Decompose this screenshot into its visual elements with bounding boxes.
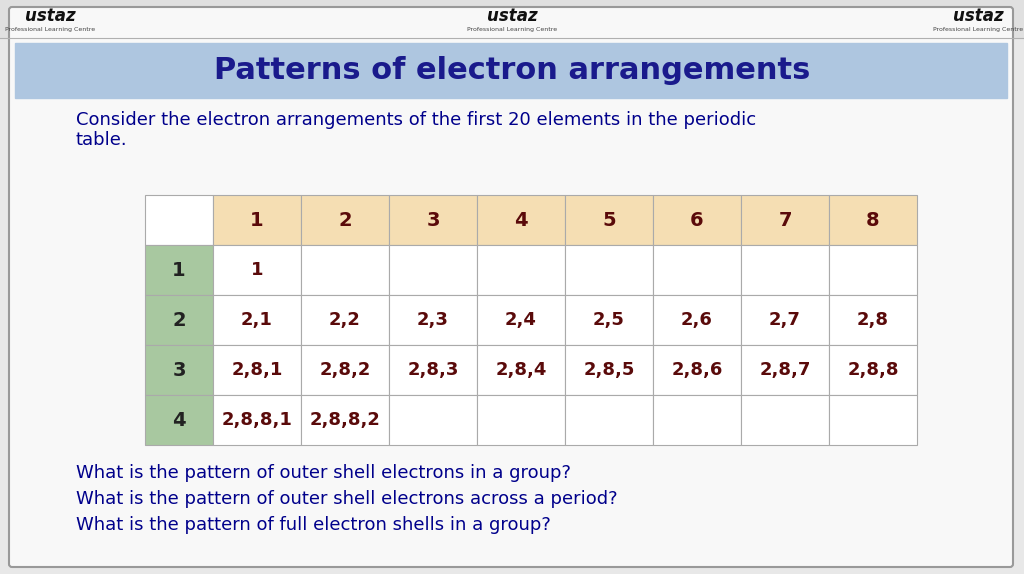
Bar [477,295,565,345]
Text: 2,1: 2,1 [241,311,273,329]
Text: Professional Learning Centre: Professional Learning Centre [933,28,1023,33]
Text: 8: 8 [866,211,880,230]
Text: 2,8: 2,8 [857,311,889,329]
Text: 2,3: 2,3 [417,311,449,329]
Bar [15,43,1007,98]
Bar [829,195,918,245]
Text: 2,6: 2,6 [681,311,713,329]
Text: ustaz: ustaz [25,7,76,25]
Text: 4: 4 [514,211,527,230]
Text: 2: 2 [338,211,352,230]
Bar [741,295,829,345]
Bar [741,345,829,395]
Text: 2,5: 2,5 [593,311,625,329]
Bar [213,345,301,395]
Bar [389,195,477,245]
Bar [145,345,213,395]
Bar [301,295,389,345]
Text: Patterns of electron arrangements: Patterns of electron arrangements [214,56,810,85]
Bar [213,395,301,445]
Bar [477,395,565,445]
Text: 2,8,7: 2,8,7 [760,361,811,379]
Bar [301,195,389,245]
Bar [301,245,389,295]
Text: 2,8,3: 2,8,3 [408,361,459,379]
Bar [741,195,829,245]
Bar [145,195,213,245]
Text: ustaz: ustaz [486,7,538,25]
Bar [389,345,477,395]
Text: 4: 4 [172,410,185,429]
Text: 1: 1 [250,211,264,230]
Text: 2,8,4: 2,8,4 [496,361,547,379]
Text: 2,8,6: 2,8,6 [672,361,723,379]
Text: ustaz: ustaz [952,7,1004,25]
Bar [145,295,213,345]
Text: 2,2: 2,2 [329,311,360,329]
Text: 2,8,8,2: 2,8,8,2 [309,411,381,429]
Bar [389,395,477,445]
Bar [301,395,389,445]
Bar [829,395,918,445]
Text: 2,7: 2,7 [769,311,801,329]
Text: 7: 7 [778,211,792,230]
Bar [145,245,213,295]
Bar [213,195,301,245]
Bar [653,245,741,295]
FancyBboxPatch shape [9,7,1013,567]
Text: 2,8,5: 2,8,5 [584,361,635,379]
Text: Professional Learning Centre: Professional Learning Centre [5,28,95,33]
Bar [477,195,565,245]
Bar [653,295,741,345]
Bar [653,345,741,395]
Bar [565,345,653,395]
Text: 1: 1 [172,261,185,280]
Text: 2,8,2: 2,8,2 [319,361,371,379]
Text: Consider the electron arrangements of the first 20 elements in the periodic: Consider the electron arrangements of th… [76,111,756,129]
Bar [145,395,213,445]
Text: 3: 3 [426,211,439,230]
Bar [653,395,741,445]
Bar [213,245,301,295]
Text: What is the pattern of outer shell electrons across a period?: What is the pattern of outer shell elect… [76,490,617,508]
Bar [829,245,918,295]
Bar [477,245,565,295]
Bar [213,295,301,345]
Bar [565,395,653,445]
Bar [301,345,389,395]
Bar [829,295,918,345]
Text: 1: 1 [251,261,263,279]
Text: 2,8,8: 2,8,8 [847,361,899,379]
Text: 2,8,1: 2,8,1 [231,361,283,379]
Bar [741,395,829,445]
Text: What is the pattern of outer shell electrons in a group?: What is the pattern of outer shell elect… [76,464,571,482]
Text: 2,4: 2,4 [505,311,537,329]
Text: 3: 3 [172,360,185,379]
Text: 6: 6 [690,211,703,230]
Bar [477,345,565,395]
Bar [565,195,653,245]
Bar [565,295,653,345]
Text: Professional Learning Centre: Professional Learning Centre [467,28,557,33]
Text: table.: table. [76,131,128,149]
Text: 2,8,8,1: 2,8,8,1 [221,411,293,429]
Bar [389,295,477,345]
Text: 5: 5 [602,211,615,230]
Text: 2: 2 [172,311,185,329]
Text: What is the pattern of full electron shells in a group?: What is the pattern of full electron she… [76,516,551,534]
Bar [741,245,829,295]
Bar [0,0,1024,38]
Bar [389,245,477,295]
Bar [565,245,653,295]
Bar [653,195,741,245]
Bar [829,345,918,395]
